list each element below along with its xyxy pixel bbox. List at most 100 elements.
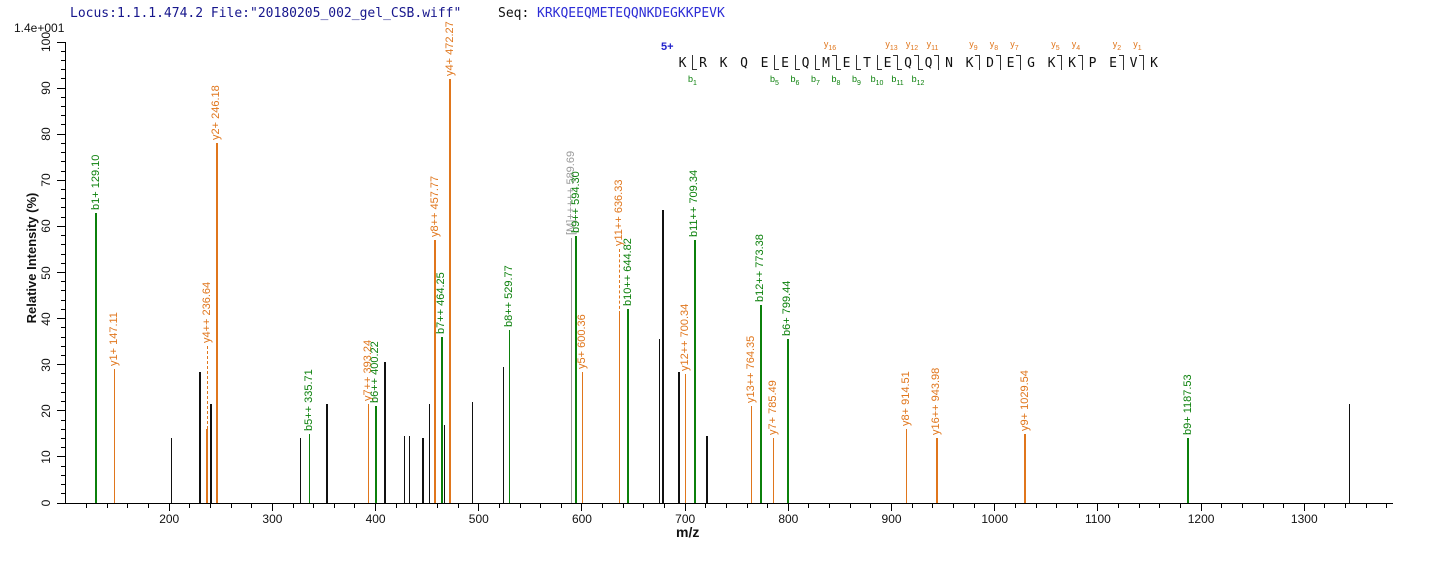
peak	[206, 429, 208, 503]
y-minor-tick	[61, 447, 65, 449]
cut-bar	[999, 55, 1001, 70]
residue: Q	[904, 56, 912, 71]
b-ion-label: b12	[911, 74, 925, 87]
x-tick-label: 900	[881, 512, 902, 526]
peak	[1348, 403, 1351, 503]
x-minor-tick	[313, 504, 315, 508]
y-major-tick	[57, 225, 65, 227]
peak-label: y13++ 764.35	[745, 335, 758, 404]
y-minor-tick	[61, 142, 65, 144]
peak	[678, 371, 680, 503]
residue: K	[1047, 56, 1056, 71]
x-minor-tick	[932, 504, 934, 508]
y-ion-label: y1	[1133, 39, 1142, 52]
y-ion-label: y4	[1071, 39, 1081, 52]
y-minor-tick	[61, 244, 65, 246]
cut-bar	[917, 55, 919, 70]
y-minor-tick	[61, 308, 65, 310]
x-tick-label: 300	[262, 512, 283, 526]
y-major-tick	[57, 179, 65, 181]
x-minor-tick	[251, 504, 253, 508]
header-seq-label: Seq:	[498, 6, 530, 21]
peak-label: y2+ 246.18	[210, 85, 223, 141]
x-tick-label: 1000	[981, 512, 1009, 526]
x-minor-tick	[1262, 504, 1264, 508]
b-cut-arm	[836, 69, 841, 70]
residue: K	[719, 56, 728, 71]
peak	[367, 403, 370, 503]
peak	[905, 429, 908, 503]
cut-bar	[815, 55, 816, 70]
x-axis-line	[65, 503, 1393, 504]
y-cut-arm	[831, 55, 836, 56]
y-minor-tick	[61, 161, 65, 163]
x-minor-tick	[1221, 504, 1223, 508]
x-minor-tick	[952, 504, 954, 508]
y-minor-tick	[61, 327, 65, 329]
y-major-tick	[57, 318, 65, 320]
cut-bar	[1061, 55, 1062, 70]
residue: N	[945, 56, 953, 71]
peak-label: y8++ 457.77	[428, 176, 441, 238]
x-major-tick	[994, 504, 996, 511]
residue: V	[1129, 56, 1138, 71]
y-minor-tick	[61, 345, 65, 347]
x-minor-tick	[560, 504, 562, 508]
x-minor-tick	[1014, 504, 1016, 508]
peak-label: b11++ 709.34	[688, 170, 701, 238]
x-major-tick	[787, 504, 789, 511]
cut-bar	[897, 55, 898, 70]
y-ion-label: y11	[926, 39, 939, 52]
peak	[936, 438, 938, 503]
x-minor-tick	[457, 504, 459, 508]
residue: K	[965, 56, 974, 71]
x-tick-label: 500	[468, 512, 489, 526]
peak	[581, 371, 584, 503]
b-ion-label: b10	[870, 74, 884, 87]
peak-label: y9+ 1029.54	[1018, 369, 1031, 431]
y-minor-tick	[61, 401, 65, 403]
header-locus-file: Locus:1.1.1.474.2 File:"20180205_002_gel…	[70, 6, 462, 21]
x-minor-tick	[622, 504, 624, 508]
x-minor-tick	[498, 504, 500, 508]
b-ion-label: b9	[852, 74, 861, 87]
x-minor-tick	[870, 504, 872, 508]
y-ion-label: y7	[1010, 39, 1019, 52]
residue: E	[760, 56, 769, 71]
header-sequence: KRKQEEQMETEQQNKDEGKKPEVK	[537, 6, 725, 21]
x-minor-tick	[1056, 504, 1058, 508]
y-minor-tick	[61, 391, 65, 393]
x-minor-tick	[127, 504, 129, 508]
x-minor-tick	[1345, 504, 1347, 508]
x-tick-label: 1100	[1085, 512, 1111, 526]
y-minor-tick	[61, 382, 65, 384]
b-ion-label: b11	[891, 74, 904, 87]
y-minor-tick	[61, 428, 65, 430]
x-minor-tick	[333, 504, 335, 508]
y-tick-label: 80	[39, 127, 53, 141]
x-minor-tick	[746, 504, 748, 508]
x-minor-tick	[106, 504, 108, 508]
residue: E	[883, 56, 892, 71]
x-major-tick	[1303, 504, 1305, 511]
peak	[570, 237, 573, 503]
y-minor-tick	[61, 290, 65, 292]
y-minor-tick	[61, 493, 65, 495]
intensity-scale-factor: 1.4e+001	[14, 21, 65, 35]
b-ion-label: b8	[831, 74, 841, 87]
b-cut-arm	[877, 69, 882, 70]
y-major-tick	[57, 364, 65, 366]
y-tick-label: 40	[39, 311, 53, 326]
peak-label: b6+ 799.44	[781, 280, 794, 337]
peak	[449, 78, 451, 503]
y-tick-label: 70	[39, 173, 53, 187]
y-tick-label: 100	[39, 31, 53, 53]
peak-label: y5+ 600.36	[575, 313, 588, 369]
y-axis-line	[65, 42, 66, 504]
peak	[658, 339, 661, 503]
cut-bar	[856, 55, 857, 70]
y-cut-arm	[1118, 55, 1123, 56]
y-ion-label: y5	[1051, 39, 1060, 52]
